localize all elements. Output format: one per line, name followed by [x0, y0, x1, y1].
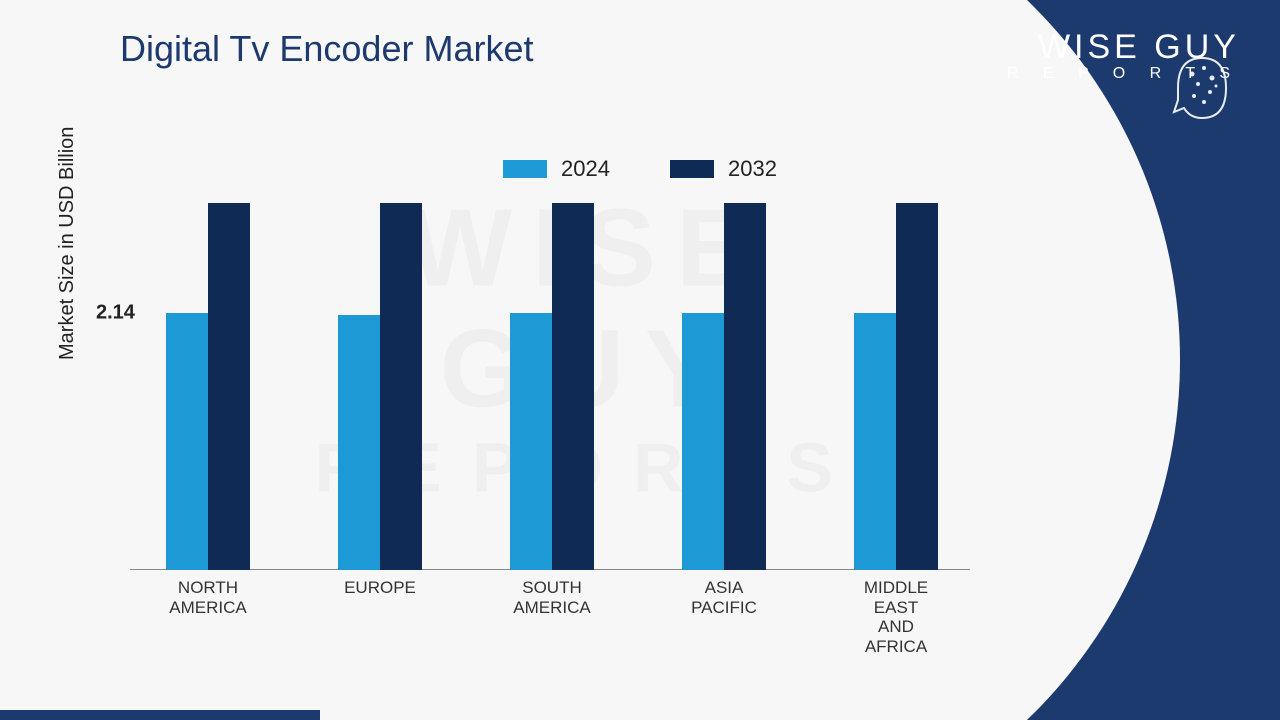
- x-axis-label: MIDDLEEASTANDAFRICA: [826, 578, 966, 656]
- bar-2032: [380, 203, 422, 570]
- legend-label-2032: 2032: [728, 156, 777, 182]
- x-axis-label: SOUTHAMERICA: [482, 578, 622, 617]
- bar-2032: [896, 203, 938, 570]
- bar-2024: [166, 313, 208, 570]
- bar-2024: [510, 313, 552, 570]
- bar-group: ASIAPACIFIC: [682, 203, 766, 570]
- x-axis-label: EUROPE: [310, 578, 450, 598]
- plot-area: NORTHAMERICA EUROPE SOUTHAMERICA ASIAPACIFI…: [130, 185, 970, 570]
- y-tick-label: 2.14: [96, 301, 135, 324]
- bar-2032: [552, 203, 594, 570]
- logo-head-icon: [1168, 52, 1228, 124]
- bottom-accent-bar: [0, 710, 320, 720]
- bar-group: EUROPE: [338, 203, 422, 570]
- x-axis-label: ASIAPACIFIC: [654, 578, 794, 617]
- legend-swatch-2032: [670, 160, 714, 178]
- legend-item-2024: 2024: [503, 156, 610, 182]
- bar-2032: [724, 203, 766, 570]
- y-axis-label: Market Size in USD Billion: [56, 127, 79, 360]
- chart-canvas: { "title": "Digital Tv Encoder Market", …: [0, 0, 1280, 720]
- chart-title: Digital Tv Encoder Market: [120, 28, 534, 70]
- x-axis-label: NORTHAMERICA: [138, 578, 278, 617]
- legend-label-2024: 2024: [561, 156, 610, 182]
- bar-2024: [682, 313, 724, 570]
- bar-group: SOUTHAMERICA: [510, 203, 594, 570]
- bar-2024: [854, 313, 896, 570]
- legend-swatch-2024: [503, 160, 547, 178]
- sidebar-panel: [960, 0, 1280, 720]
- bar-2032: [208, 203, 250, 570]
- legend: 2024 2032: [0, 156, 1280, 182]
- bar-group: NORTHAMERICA: [166, 203, 250, 570]
- brand-logo: WISE GUY R E P O R T S: [1007, 30, 1240, 82]
- bar-2024: [338, 315, 380, 570]
- legend-item-2032: 2032: [670, 156, 777, 182]
- bar-group: MIDDLEEASTANDAFRICA: [854, 203, 938, 570]
